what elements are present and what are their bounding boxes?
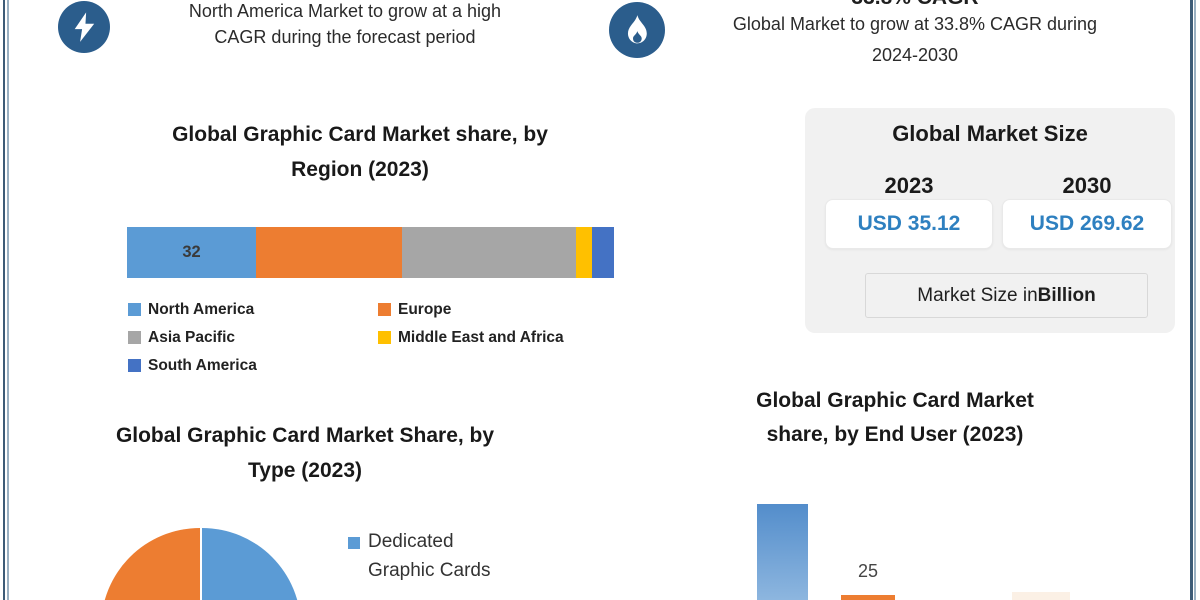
- segment-middle-east-africa: [575, 227, 593, 278]
- enduser-chart-title-line2: share, by End User (2023): [766, 423, 1024, 446]
- legend-swatch-middle-east-africa: [378, 331, 391, 344]
- callout-left-line2: CAGR during the forecast period: [214, 27, 476, 47]
- legend-label-europe: Europe: [398, 300, 452, 318]
- footnote-unit: Billion: [1037, 284, 1096, 306]
- pie-slice-left: [101, 528, 200, 600]
- enduser-bar-1: [757, 504, 808, 600]
- lightning-icon: [58, 1, 110, 53]
- legend-item-north-america: North America: [128, 300, 378, 319]
- legend-swatch-north-america: [128, 303, 141, 316]
- legend-swatch-asia-pacific: [128, 331, 141, 344]
- legend-label-south-america: South America: [148, 356, 257, 374]
- legend-item-asia-pacific: Asia Pacific: [128, 328, 378, 347]
- callout-right-line2: 2024-2030: [871, 45, 959, 65]
- value-2030: USD 269.62: [1029, 212, 1145, 235]
- enduser-bar-3: [1012, 592, 1070, 600]
- flame-glyph: [627, 14, 647, 44]
- value-2023: USD 35.12: [857, 212, 961, 235]
- market-size-card: Global Market Size 2023 2030 USD 35.12 U…: [805, 108, 1175, 333]
- legend-swatch-south-america: [128, 359, 141, 372]
- region-chart-title: Global Graphic Card Market share, by Reg…: [120, 117, 600, 187]
- callout-right-text: Global Market to grow at 33.8% CAGR duri…: [660, 9, 1170, 71]
- market-size-footnote: Market Size in Billion: [865, 273, 1148, 318]
- enduser-chart-title-line1: Global Graphic Card Market: [756, 389, 1034, 412]
- legend-label-middle-east-africa: Middle East and Africa: [398, 328, 564, 346]
- left-border-dark: [3, 0, 5, 600]
- region-chart-title-line1: Global Graphic Card Market share, by: [172, 123, 548, 146]
- footnote-prefix: Market Size in: [917, 284, 1038, 306]
- pie-legend-swatch: [348, 537, 360, 549]
- market-size-title: Global Market Size: [892, 121, 1088, 146]
- right-border-dark: [1190, 0, 1193, 600]
- region-legend: North America Europe Asia Pacific Middle…: [128, 300, 608, 384]
- region-chart-title-line2: Region (2023): [291, 158, 429, 181]
- legend-label-north-america: North America: [148, 300, 255, 318]
- legend-item-south-america: South America: [128, 356, 378, 375]
- segment-south-america: [592, 227, 614, 278]
- lightning-bolt-glyph: [74, 12, 95, 42]
- right-border-light: [1194, 0, 1196, 600]
- type-chart-title-line1: Global Graphic Card Market Share, by: [115, 424, 495, 447]
- legend-item-europe: Europe: [378, 300, 598, 319]
- region-stacked-bar: 32: [127, 227, 614, 278]
- flame-icon: [609, 2, 665, 58]
- segment-asia-pacific: [402, 227, 576, 278]
- year-2023-label: 2023: [884, 173, 934, 198]
- callout-right-line1: Global Market to grow at 33.8% CAGR duri…: [732, 14, 1098, 34]
- callout-left-text: North America Market to grow at a high C…: [150, 0, 540, 50]
- enduser-bar-2: [841, 595, 895, 600]
- type-chart-title: Global Graphic Card Market Share, by Typ…: [60, 418, 550, 488]
- legend-label-asia-pacific: Asia Pacific: [148, 328, 236, 346]
- segment-north-america: 32: [127, 227, 257, 278]
- pie-legend-label: Dedicated Graphic Cards: [368, 531, 491, 581]
- year-2030-label: 2030: [1062, 173, 1112, 198]
- enduser-bar-2-label: 25: [857, 561, 879, 581]
- enduser-chart-title: Global Graphic Card Market share, by End…: [650, 384, 1140, 452]
- value-2030-box: USD 269.62: [1002, 199, 1172, 249]
- value-2023-box: USD 35.12: [825, 199, 993, 249]
- segment-europe: [256, 227, 403, 278]
- legend-item-middle-east-africa: Middle East and Africa: [378, 328, 598, 347]
- segment-data-label: 32: [182, 243, 201, 261]
- cagr-headline: 33.8% CAGR: [700, 0, 1130, 10]
- legend-swatch-europe: [378, 303, 391, 316]
- callout-left-line1: North America Market to grow at a high: [188, 1, 502, 21]
- left-border-light: [7, 0, 9, 600]
- pie-slice-dedicated: [202, 528, 301, 600]
- type-chart-title-line2: Type (2023): [248, 459, 362, 482]
